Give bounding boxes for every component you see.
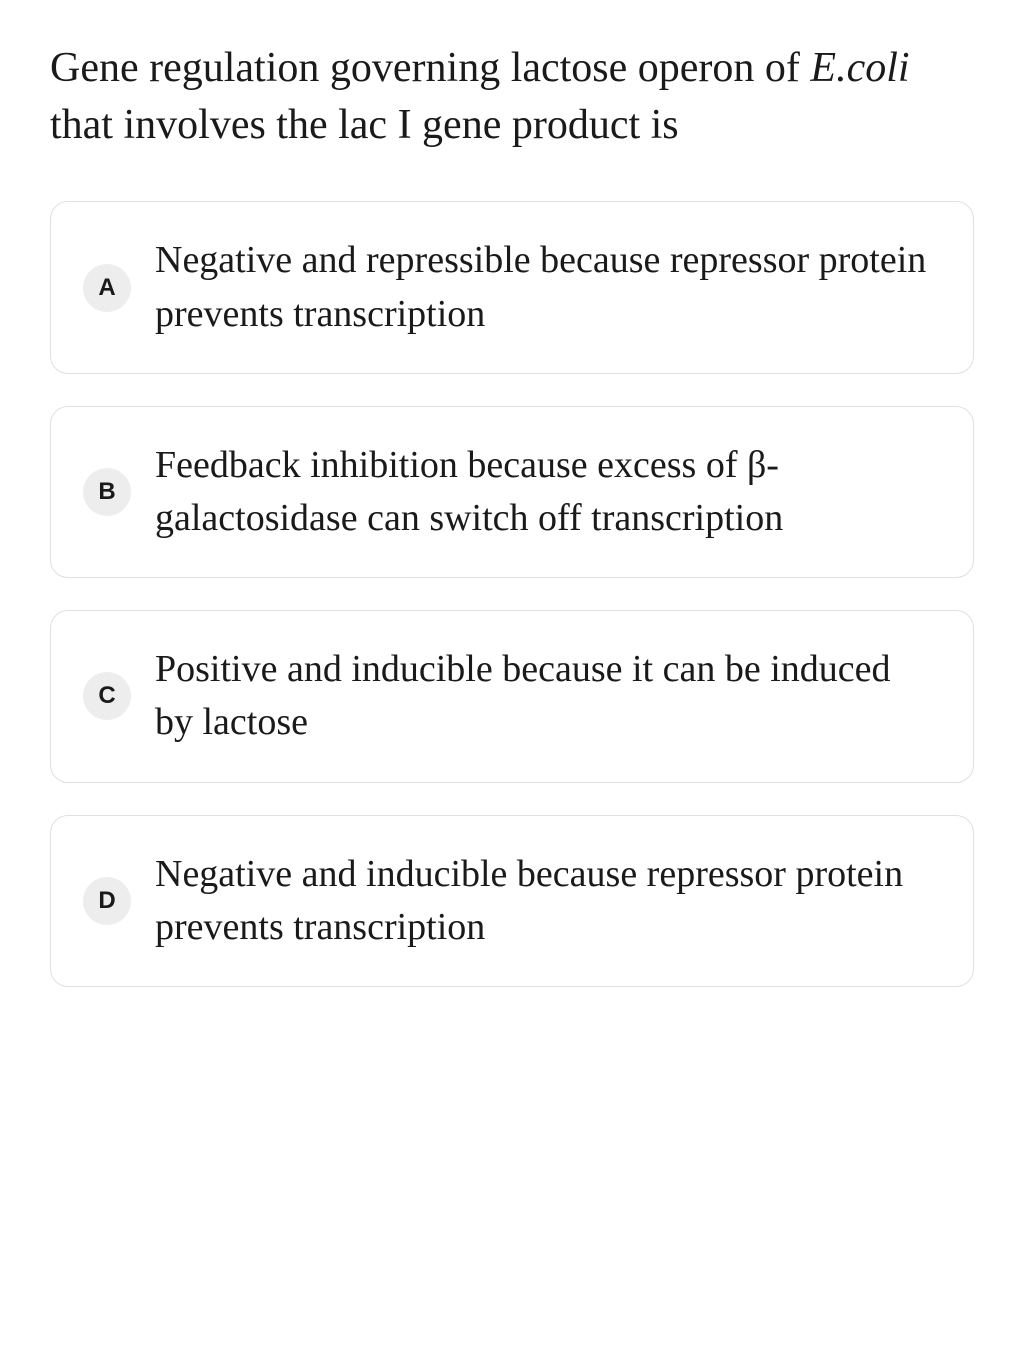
option-letter: B xyxy=(83,468,131,516)
question-text: Gene regulation governing lactose operon… xyxy=(50,40,974,153)
option-letter: A xyxy=(83,264,131,312)
question-pre: Gene regulation governing lactose operon… xyxy=(50,45,810,91)
option-letter: C xyxy=(83,672,131,720)
option-text: Positive and inducible because it can be… xyxy=(155,643,933,749)
question-italic: E.coli xyxy=(810,45,909,91)
option-letter: D xyxy=(83,877,131,925)
option-text: Feedback inhibition because excess of β-… xyxy=(155,439,933,545)
option-a[interactable]: A Negative and repressible because repre… xyxy=(50,201,974,373)
option-c[interactable]: C Positive and inducible because it can … xyxy=(50,610,974,782)
option-text: Negative and inducible because repressor… xyxy=(155,848,933,954)
option-b[interactable]: B Feedback inhibition because excess of … xyxy=(50,406,974,578)
option-d[interactable]: D Negative and inducible because repress… xyxy=(50,815,974,987)
question-post: that involves the lac I gene product is xyxy=(50,102,679,148)
option-text: Negative and repressible because repress… xyxy=(155,234,933,340)
